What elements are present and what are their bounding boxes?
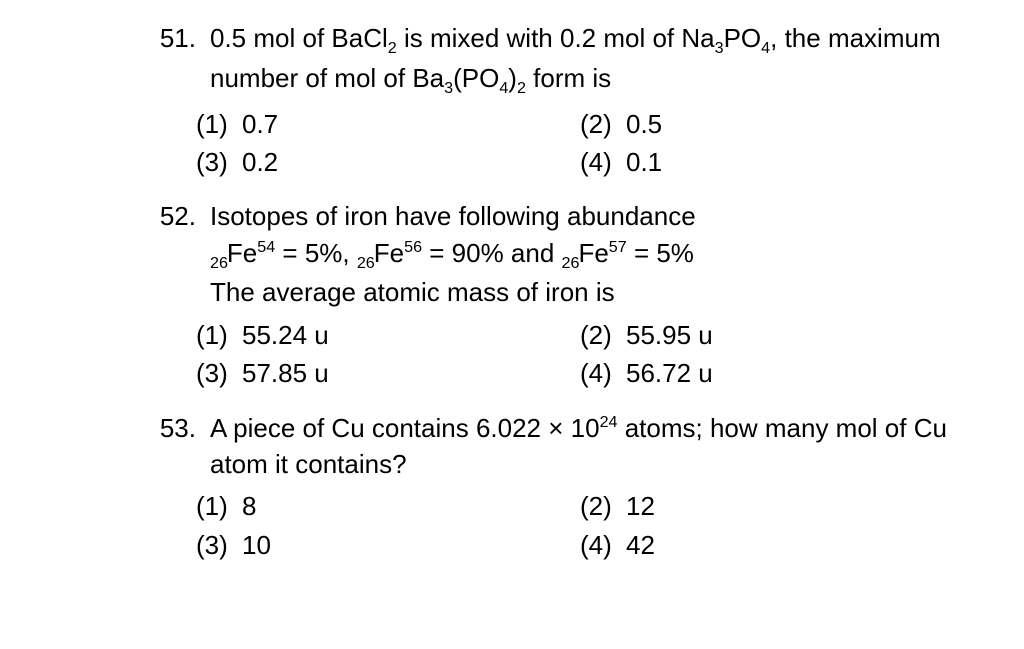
option-label: (2) bbox=[580, 488, 626, 524]
question-number: 53. bbox=[140, 410, 210, 446]
option-1: (1)0.7 bbox=[196, 106, 580, 142]
option-label: (4) bbox=[580, 527, 626, 563]
option-3: (3)10 bbox=[196, 527, 580, 563]
worksheet-page: 51. 0.5 mol of BaCl2 is mixed with 0.2 m… bbox=[0, 0, 1024, 601]
question-row: 51. 0.5 mol of BaCl2 is mixed with 0.2 m… bbox=[140, 20, 964, 100]
fe-sym-c: Fe bbox=[578, 238, 608, 268]
fe-sym-b: Fe bbox=[374, 238, 404, 268]
sub-4b: 4 bbox=[499, 79, 508, 97]
option-2: (2)12 bbox=[580, 488, 964, 524]
question-53: 53. A piece of Cu contains 6.022 × 1024 … bbox=[140, 410, 964, 564]
question-text: 0.5 mol of BaCl2 is mixed with 0.2 mol o… bbox=[210, 20, 964, 100]
option-text: 57.85 u bbox=[242, 355, 329, 391]
q51-part-c: PO bbox=[724, 23, 762, 53]
option-text: 0.2 bbox=[242, 144, 278, 180]
option-2: (2)55.95 u bbox=[580, 317, 964, 353]
question-row: 52. Isotopes of iron have following abun… bbox=[140, 198, 964, 311]
option-3: (3)57.85 u bbox=[196, 355, 580, 391]
q52-isotope-line: 26Fe54 = 5%, 26Fe56 = 90% and 26Fe57 = 5… bbox=[210, 235, 964, 275]
option-2: (2)0.5 bbox=[580, 106, 964, 142]
mass-54: 54 bbox=[257, 238, 275, 256]
question-number: 51. bbox=[140, 20, 210, 56]
option-4: (4)0.1 bbox=[580, 144, 964, 180]
options-grid: (1)0.7 (2)0.5 (3)0.2 (4)0.1 bbox=[196, 106, 964, 181]
sub-2: 2 bbox=[388, 39, 397, 57]
option-3: (3)0.2 bbox=[196, 144, 580, 180]
option-label: (4) bbox=[580, 144, 626, 180]
question-text: Isotopes of iron have following abundanc… bbox=[210, 198, 964, 311]
question-52: 52. Isotopes of iron have following abun… bbox=[140, 198, 964, 391]
presub-26: 26 bbox=[210, 254, 228, 272]
fe-sym: Fe bbox=[227, 238, 257, 268]
option-label: (3) bbox=[196, 527, 242, 563]
question-row: 53. A piece of Cu contains 6.022 × 1024 … bbox=[140, 410, 964, 483]
exp-24: 24 bbox=[600, 413, 618, 431]
eq-part2: = 90% and bbox=[422, 238, 562, 268]
option-label: (2) bbox=[580, 317, 626, 353]
option-1: (1)55.24 u bbox=[196, 317, 580, 353]
presub-26c: 26 bbox=[562, 254, 580, 272]
eq-part1: = 5%, bbox=[275, 238, 357, 268]
option-text: 10 bbox=[242, 527, 271, 563]
option-4: (4)42 bbox=[580, 527, 964, 563]
sub-4: 4 bbox=[761, 39, 770, 57]
option-4: (4)56.72 u bbox=[580, 355, 964, 391]
sub-2b: 2 bbox=[517, 79, 526, 97]
q52-tail: The average atomic mass of iron is bbox=[210, 274, 964, 310]
q52-intro: Isotopes of iron have following abundanc… bbox=[210, 198, 964, 234]
option-text: 8 bbox=[242, 488, 256, 524]
sub-3: 3 bbox=[715, 39, 724, 57]
option-text: 12 bbox=[626, 488, 655, 524]
presub-26b: 26 bbox=[357, 254, 375, 272]
option-label: (2) bbox=[580, 106, 626, 142]
q51-part-g: form is bbox=[526, 63, 611, 93]
option-text: 42 bbox=[626, 527, 655, 563]
option-text: 0.1 bbox=[626, 144, 662, 180]
q53-part-a: A piece of Cu contains 6.022 × 10 bbox=[210, 413, 600, 443]
option-text: 55.95 u bbox=[626, 317, 713, 353]
question-51: 51. 0.5 mol of BaCl2 is mixed with 0.2 m… bbox=[140, 20, 964, 180]
option-label: (1) bbox=[196, 488, 242, 524]
question-number: 52. bbox=[140, 198, 210, 234]
question-text: A piece of Cu contains 6.022 × 1024 atom… bbox=[210, 410, 964, 483]
q51-part-a: 0.5 mol of BaCl bbox=[210, 23, 388, 53]
option-text: 0.5 bbox=[626, 106, 662, 142]
sub-3b: 3 bbox=[444, 79, 453, 97]
eq-part3: = 5% bbox=[627, 238, 694, 268]
option-label: (1) bbox=[196, 106, 242, 142]
q51-part-b: is mixed with 0.2 mol of Na bbox=[397, 23, 715, 53]
options-grid: (1)8 (2)12 (3)10 (4)42 bbox=[196, 488, 964, 563]
option-label: (3) bbox=[196, 355, 242, 391]
mass-57: 57 bbox=[609, 238, 627, 256]
option-label: (4) bbox=[580, 355, 626, 391]
option-text: 55.24 u bbox=[242, 317, 329, 353]
options-grid: (1)55.24 u (2)55.95 u (3)57.85 u (4)56.7… bbox=[196, 317, 964, 392]
option-text: 0.7 bbox=[242, 106, 278, 142]
mass-56: 56 bbox=[404, 238, 422, 256]
option-label: (3) bbox=[196, 144, 242, 180]
option-label: (1) bbox=[196, 317, 242, 353]
q51-part-e: (PO bbox=[453, 63, 499, 93]
q51-part-f: ) bbox=[508, 63, 517, 93]
option-1: (1)8 bbox=[196, 488, 580, 524]
option-text: 56.72 u bbox=[626, 355, 713, 391]
